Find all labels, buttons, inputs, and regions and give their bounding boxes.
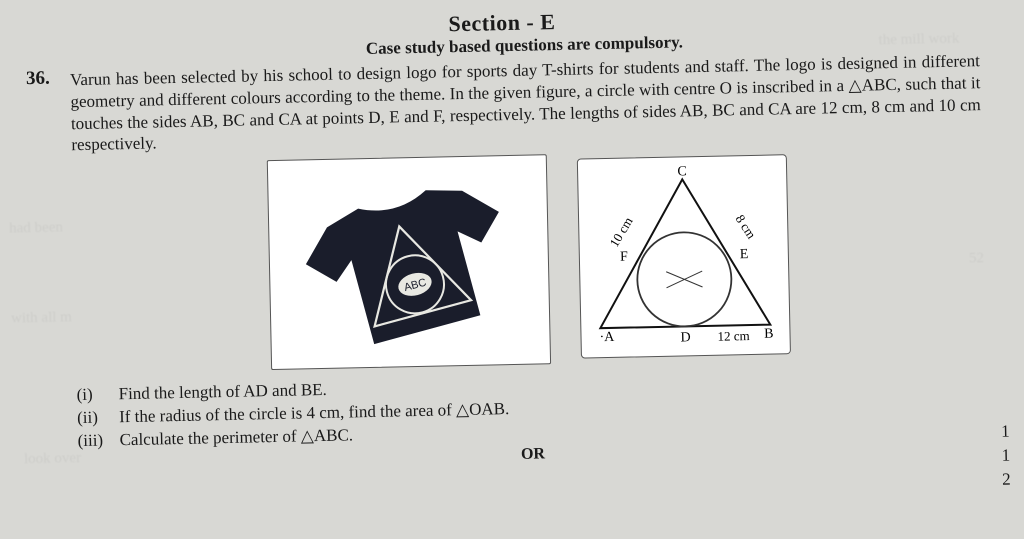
marks-ii: 1: [1001, 446, 1010, 466]
label-d: D: [680, 330, 690, 345]
tshirt-shape: [295, 173, 523, 356]
side-ab-label: 12 cm: [717, 328, 749, 344]
side-bc-label: 8 cm: [733, 212, 760, 242]
subq-iii-num: (iii): [77, 429, 111, 453]
geometry-figure: C ·A B D E F 12 cm 8 cm 10 cm: [577, 154, 791, 358]
marks-iii: 2: [1002, 470, 1011, 490]
marks-i: 1: [1001, 422, 1010, 442]
figures-row: ABC C ·A B D E F: [72, 145, 986, 374]
question-number: 36.: [25, 45, 58, 90]
marks-column: 1 1 2: [1001, 422, 1011, 490]
label-a: ·A: [599, 330, 615, 345]
side-ca-label: 10 cm: [606, 214, 635, 249]
label-f: F: [620, 250, 628, 265]
label-e: E: [740, 247, 749, 262]
question-text: Varun has been selected by his school to…: [70, 50, 982, 156]
subq-i-num: (i): [76, 383, 110, 407]
label-b: B: [764, 327, 774, 342]
tshirt-svg: ABC: [277, 164, 541, 359]
tshirt-figure: ABC: [267, 154, 551, 370]
label-c: C: [677, 164, 687, 179]
subq-iii-text: Calculate the perimeter of △ABC.: [119, 424, 353, 452]
geometry-svg: C ·A B D E F 12 cm 8 cm 10 cm: [582, 159, 786, 353]
subq-ii-num: (ii): [77, 406, 111, 430]
